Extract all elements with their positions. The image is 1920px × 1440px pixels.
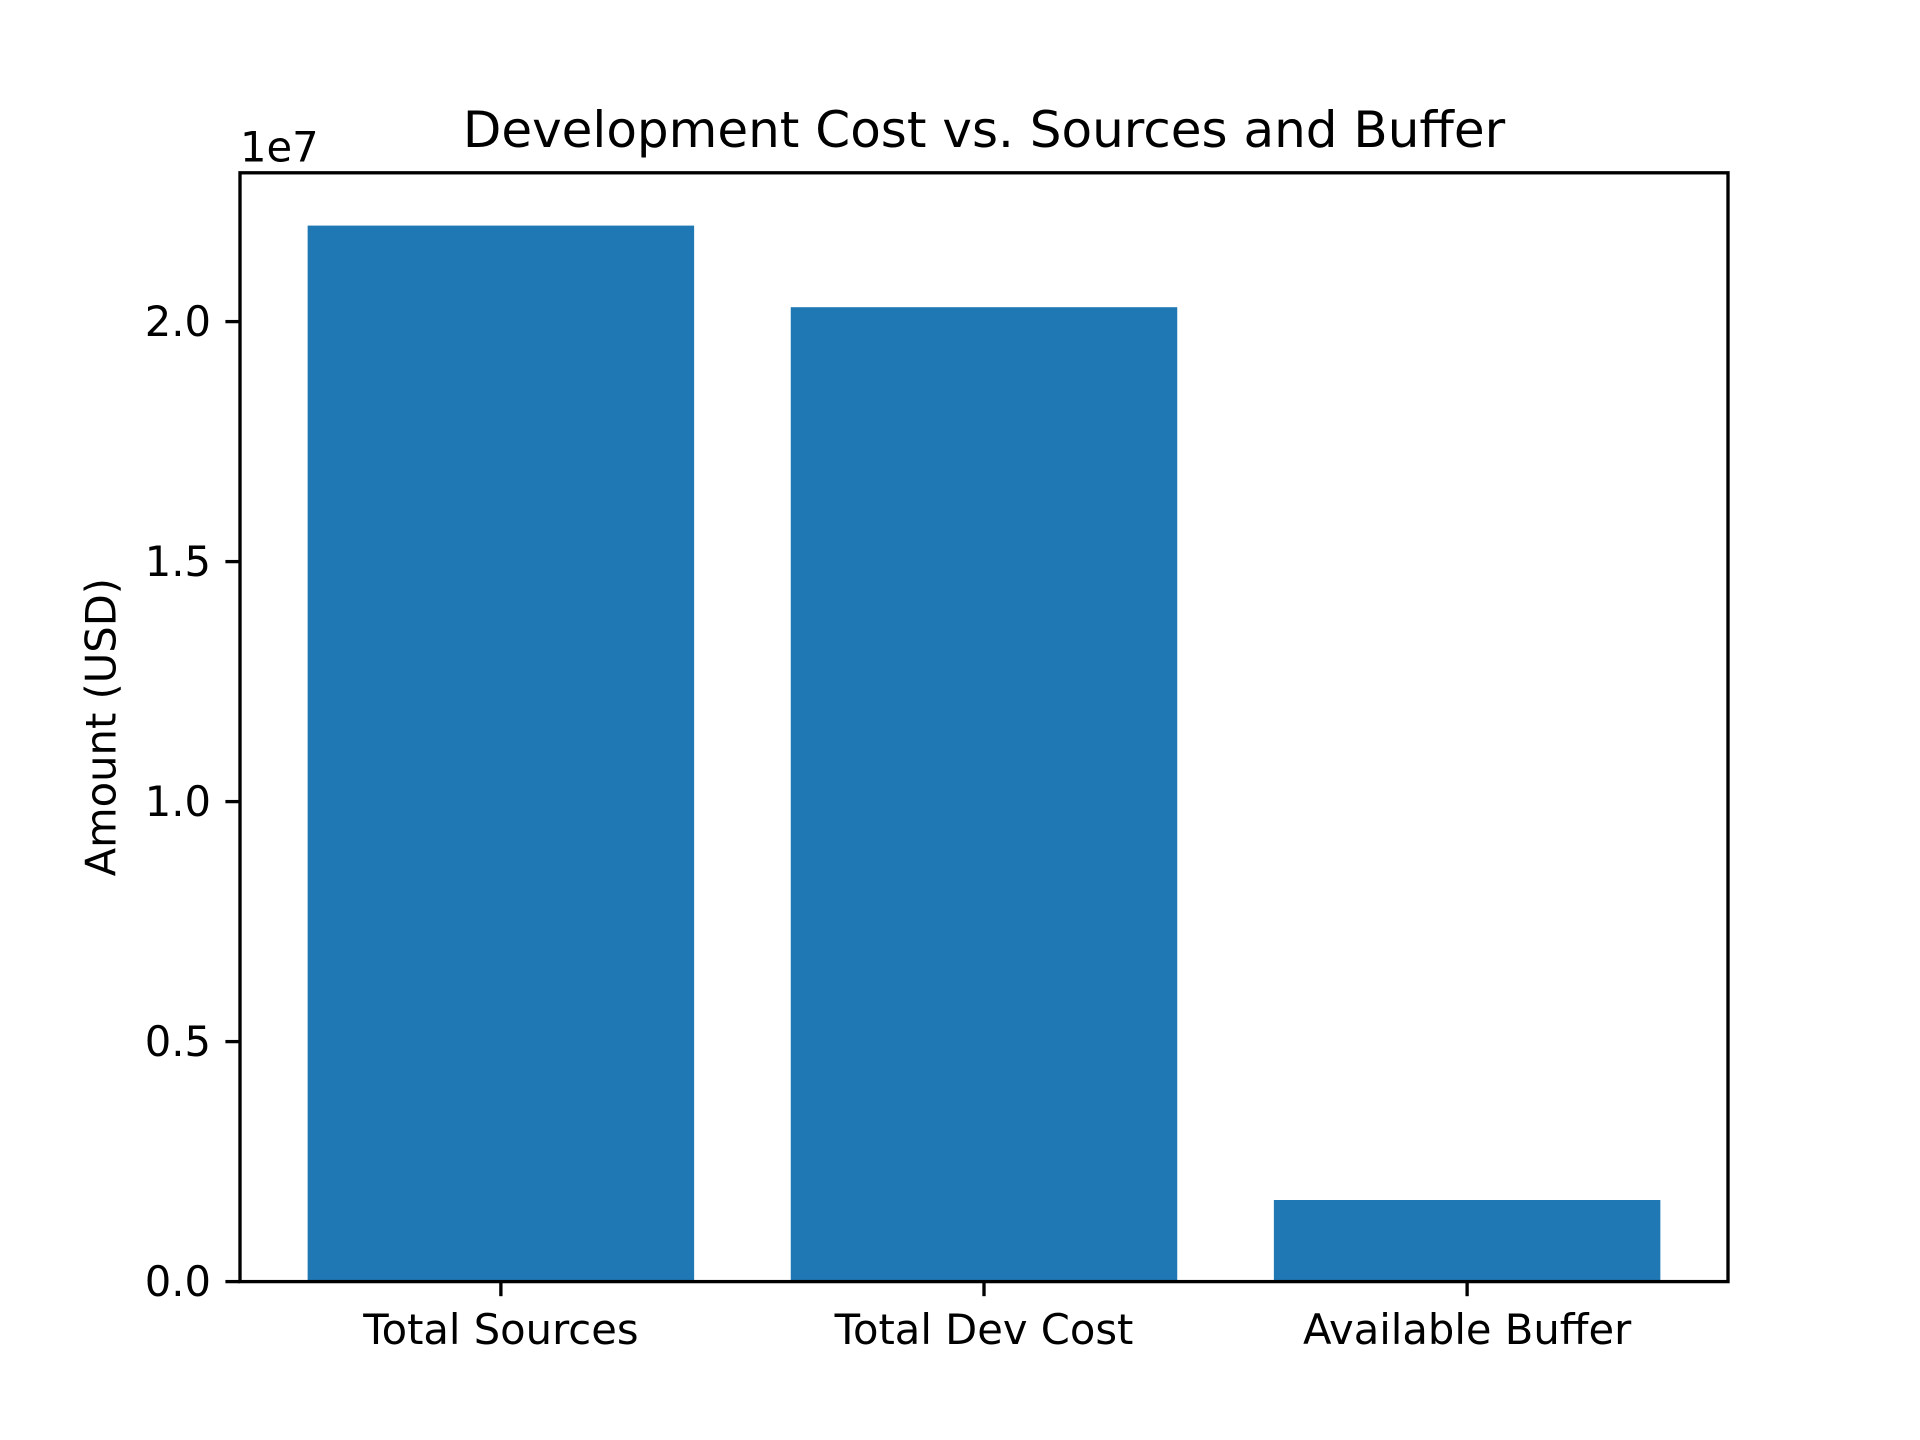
x-tick-label-1: Total Dev Cost: [834, 1305, 1134, 1354]
chart-title: Development Cost vs. Sources and Buffer: [463, 101, 1506, 159]
bar-0: [307, 225, 695, 1282]
y-tick-label-3: 1.5: [145, 537, 211, 586]
y-axis-label: Amount (USD): [77, 578, 126, 876]
axes-spines: [238, 171, 1730, 1284]
y-tick-label-4: 2.0: [145, 297, 211, 346]
x-tick-label-0: Total Sources: [362, 1305, 638, 1354]
bar-1: [790, 307, 1178, 1282]
y-tick-label-2: 1.0: [145, 777, 211, 826]
y-tick-label-0: 0.0: [145, 1257, 211, 1306]
x-tick-label-2: Available Buffer: [1303, 1305, 1632, 1354]
y-tick-label-1: 0.5: [145, 1017, 211, 1066]
ticks-group: [225, 319, 1469, 1297]
tick-labels-group: 0.0 0.5 1.0 1.5 2.0 Total Sources Total Dev Co…: [145, 297, 1632, 1354]
bar-2: [1273, 1200, 1661, 1282]
y-axis-offset-text: 1e7: [240, 123, 319, 172]
bars-group: [307, 225, 1661, 1282]
